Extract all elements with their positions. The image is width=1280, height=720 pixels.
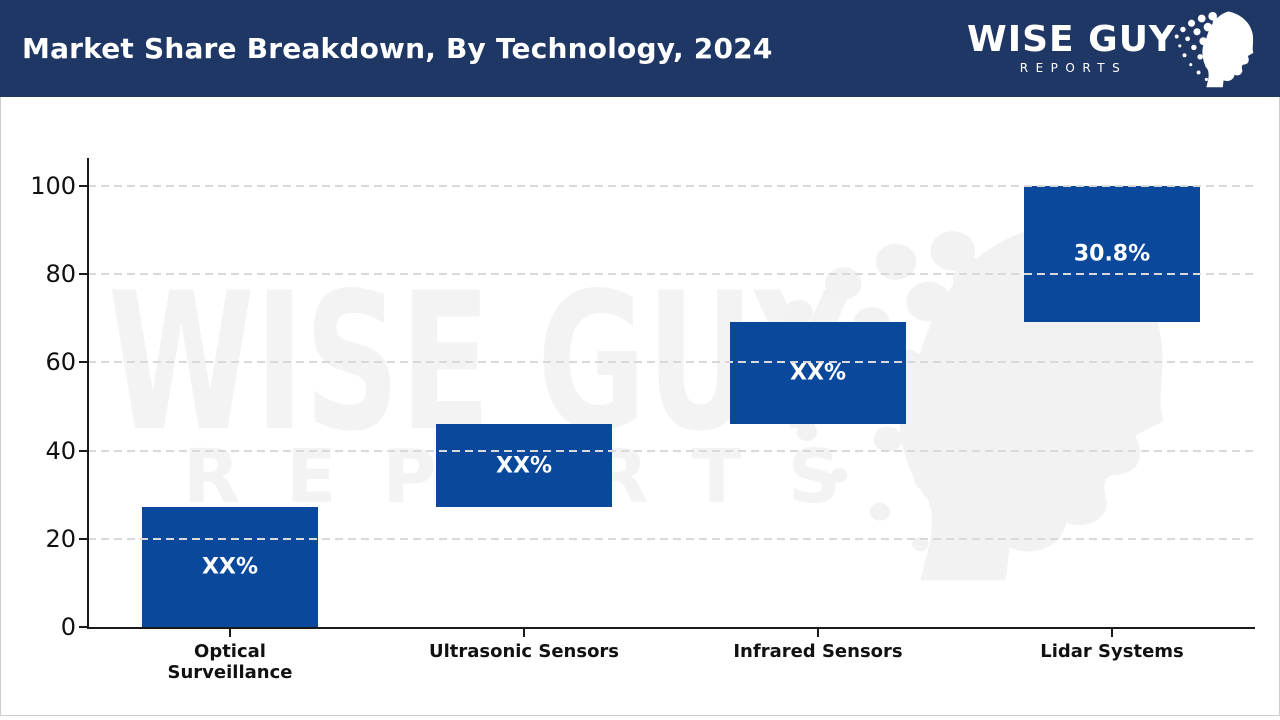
bar-3 (730, 321, 906, 424)
x-category-label-4: Lidar Systems (962, 641, 1262, 662)
x-axis-line (87, 627, 1255, 629)
bar-label-3: XX% (790, 360, 846, 386)
x-category-label-line: Optical (194, 641, 266, 662)
bar-4 (1024, 186, 1200, 322)
bar-2 (436, 423, 612, 508)
y-tick-mark-40 (79, 449, 87, 452)
y-tick-label-80: 80 (45, 260, 76, 289)
x-category-label-line: Ultrasonic Sensors (428, 641, 620, 662)
y-tick-label-0: 0 (60, 613, 76, 641)
x-category-label-1: Optical Surveillance (80, 641, 380, 683)
y-tick-mark-20 (79, 537, 87, 540)
bar-label-4: 30.8% (1073, 241, 1151, 267)
x-tick-mark-2 (523, 629, 525, 637)
x-category-label-2: Ultrasonic Sensors (374, 641, 674, 662)
x-category-label-line: Lidar Systems (1040, 641, 1184, 662)
wise-guy-face-icon (1174, 10, 1254, 87)
header-bar: Market Share Breakdown, By Technology, 2… (0, 0, 1280, 97)
gridline-20 (88, 537, 1255, 540)
y-tick-label-40: 40 (45, 436, 76, 465)
x-category-label-line: Infrared Sensors (733, 641, 903, 662)
bar-label-2: XX% (496, 453, 552, 479)
y-axis-line (87, 158, 89, 629)
x-category-label-line: Surveillance (167, 662, 293, 683)
x-tick-mark-3 (817, 629, 819, 637)
x-category-label-3: Infrared Sensors (668, 641, 968, 662)
bar-1 (142, 507, 318, 627)
gridline-60 (88, 361, 1255, 364)
logo-name: WISE GUY (966, 19, 1176, 60)
y-tick-mark-60 (79, 361, 87, 364)
x-tick-mark-4 (1111, 629, 1113, 637)
y-tick-mark-100 (79, 185, 87, 187)
y-tick-label-60: 60 (45, 348, 76, 377)
gridline-100 (88, 185, 1255, 187)
y-tick-label-20: 20 (45, 524, 76, 553)
logo-tagline: REPORTS (1019, 61, 1128, 75)
gridline-80 (88, 273, 1255, 276)
bar-label-1: XX% (202, 554, 258, 580)
wise-guy-logo: WISE GUY REPORTS (967, 8, 1258, 90)
page-title: Market Share Breakdown, By Technology, 2… (22, 32, 773, 65)
x-tick-mark-1 (229, 629, 231, 637)
y-tick-mark-0 (79, 626, 87, 628)
y-tick-label-100: 100 (30, 172, 76, 200)
gridline-40 (88, 449, 1255, 452)
y-tick-mark-80 (79, 273, 87, 276)
logo-text: WISE GUY REPORTS (966, 19, 1176, 76)
